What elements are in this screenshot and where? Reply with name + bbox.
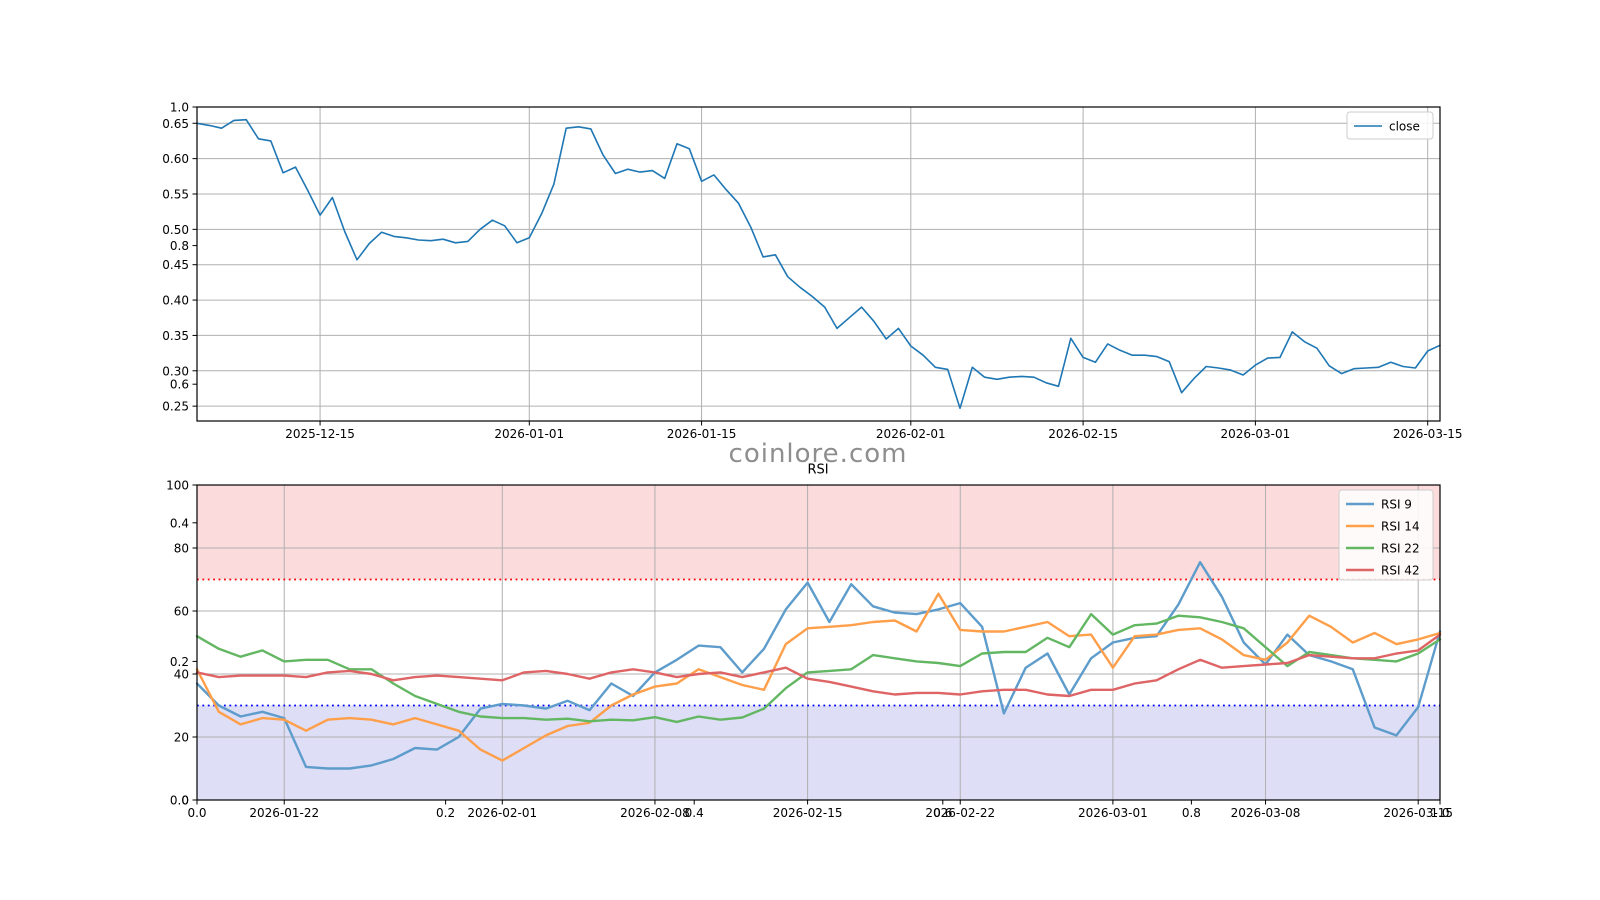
- price-chart: 0.65 0.60 0.55 0.50 0.45 0.40 0.35 0.30 0.25 2025…: [162, 106, 1463, 441]
- rsi-chart: 100 80 60 40 20 0 2026-01-22 2026-02-01 2026-02-…: [166, 479, 1453, 821]
- legend-label: RSI 22: [1381, 542, 1420, 556]
- legend-box: [1338, 489, 1434, 581]
- x-tick-label: 2026-01-22: [249, 806, 319, 820]
- legend-box: [1346, 111, 1434, 140]
- ghost-axis: 1.0 0.8 0.6 0.4 0.2 0.00.0 0.2 0.4 0.6 0.8 1.0: [170, 101, 1450, 821]
- plot-border: [196, 106, 1441, 422]
- y-tick-label: 40: [174, 668, 189, 682]
- y-tick-label: 0.40: [162, 294, 189, 308]
- rsi-chart-legend: RSI 9 RSI 14 RSI 22 RSI 42: [1338, 489, 1434, 581]
- x-tick-label: 2026-02-15: [1048, 427, 1118, 441]
- y-tick-label: 0.25: [162, 400, 189, 414]
- y-tick-label: 80: [174, 542, 189, 556]
- x-tick-label: 2026-03-01: [1221, 427, 1291, 441]
- x-tick-label: 2026-03-15: [1383, 806, 1453, 820]
- ghost-y-tick-label: 1.0: [170, 101, 189, 115]
- x-tick-label: 2026-02-08: [620, 806, 690, 820]
- y-tick-label: 0.60: [162, 152, 189, 166]
- ghost-y-tick-label: 0.0: [170, 794, 189, 808]
- x-tick-label: 2025-12-15: [285, 427, 355, 441]
- y-tick-label: 0.50: [162, 223, 189, 237]
- ghost-x-tick-label: 0.6: [933, 806, 952, 820]
- y-tick-label: 0.35: [162, 329, 189, 343]
- ghost-x-tick-label: 0.0: [187, 806, 206, 820]
- y-tick-label: 0.30: [162, 364, 189, 378]
- ghost-x-tick-label: 1.0: [1430, 806, 1449, 820]
- ghost-x-tick-label: 0.2: [436, 806, 455, 820]
- y-tick-label: 100: [166, 479, 189, 493]
- close-line: [196, 118, 1441, 410]
- legend-label: RSI 14: [1381, 520, 1420, 534]
- overbought-band: [197, 485, 1440, 580]
- rsi-chart-title: RSI: [807, 462, 829, 478]
- rsi-22-line: [195, 612, 1442, 724]
- ghost-y-tick-label: 0.6: [170, 378, 189, 392]
- y-tick-label: 20: [174, 731, 189, 745]
- legend-label: RSI 42: [1381, 564, 1420, 578]
- rsi-9-line: [195, 561, 1442, 770]
- rsi-42-line: [195, 633, 1442, 698]
- x-tick-label: 2026-03-15: [1393, 427, 1463, 441]
- y-tick-label: 60: [174, 605, 189, 619]
- ghost-y-tick-label: 0.8: [170, 239, 189, 253]
- rsi-14-line: [195, 592, 1442, 762]
- y-tick-label: 0: [181, 794, 189, 808]
- gridlines: [197, 107, 1440, 421]
- ghost-y-tick-label: 0.4: [170, 516, 189, 530]
- y-tick-label: 0.65: [162, 117, 189, 131]
- y-tick-label: 0.55: [162, 187, 189, 201]
- ghost-x-tick-label: 0.4: [685, 806, 704, 820]
- y-tick-label: 0.45: [162, 258, 189, 272]
- x-tick-label: 2026-02-15: [773, 806, 843, 820]
- ghost-y-tick-label: 0.2: [170, 655, 189, 669]
- x-tick-label: 2026-01-01: [494, 427, 564, 441]
- legend-label: close: [1389, 120, 1420, 134]
- x-tick-label: 2026-02-01: [876, 427, 946, 441]
- plot-border: [196, 484, 1441, 801]
- x-tick-label: 2026-02-22: [925, 806, 995, 820]
- x-tick-label: 2026-02-01: [467, 806, 537, 820]
- x-tick-label: 2026-03-08: [1231, 806, 1301, 820]
- oversold-band: [197, 705, 1440, 800]
- x-tick-label: 2026-03-01: [1078, 806, 1148, 820]
- legend-label: RSI 9: [1381, 498, 1412, 512]
- watermark: coinlore.com: [728, 439, 908, 469]
- ghost-x-tick-label: 0.8: [1182, 806, 1201, 820]
- x-tick-label: 2026-01-15: [667, 427, 737, 441]
- price-chart-legend: close: [1346, 111, 1434, 140]
